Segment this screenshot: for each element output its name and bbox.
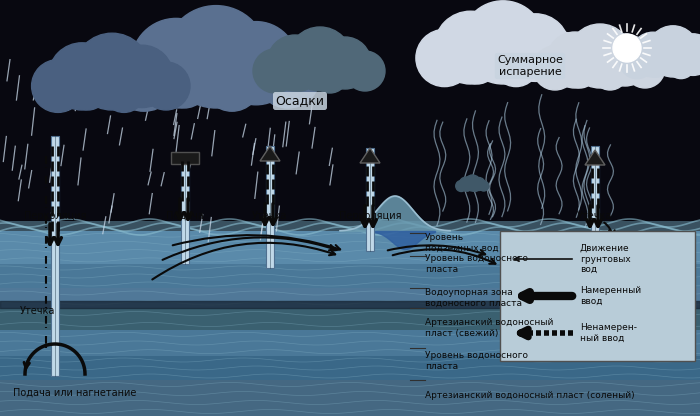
Bar [0,0,700,231]
Bar [171,152,199,164]
Circle shape [470,183,480,191]
Circle shape [620,43,654,79]
Circle shape [158,57,209,108]
Text: Утечка: Утечка [578,211,612,221]
Circle shape [693,45,700,77]
Circle shape [592,54,628,90]
Text: Перколяция: Перколяция [339,211,401,221]
Circle shape [568,24,632,88]
Circle shape [547,32,603,88]
Bar [0,380,700,416]
Circle shape [288,27,352,91]
Bar [181,154,189,264]
Circle shape [648,26,699,77]
Circle shape [214,22,298,105]
Circle shape [599,34,651,86]
Text: Утечка: Утечка [20,306,56,316]
Circle shape [461,1,545,84]
Polygon shape [360,148,380,163]
Text: Уровень
подземных вод: Уровень подземных вод [425,233,498,253]
Polygon shape [260,146,280,161]
Circle shape [312,57,348,93]
Circle shape [319,37,371,89]
Bar [0,264,700,288]
Circle shape [493,40,540,87]
Bar [0,231,700,264]
Circle shape [479,181,489,191]
Circle shape [459,177,473,191]
Text: Водоупорная зона
водоносного пласта: Водоупорная зона водоносного пласта [425,288,522,308]
Circle shape [142,62,190,110]
Circle shape [625,48,665,88]
Text: Перколяция: Перколяция [24,211,86,221]
Circle shape [613,34,641,62]
Text: Подача или нагнетание: Подача или нагнетание [13,388,137,398]
Bar [500,231,695,361]
Bar [0,308,700,330]
Circle shape [345,51,385,91]
Text: Уровень водоносного
пласта: Уровень водоносного пласта [425,351,528,371]
Text: Намеренный
ввод: Намеренный ввод [580,286,641,306]
Circle shape [48,43,116,110]
Circle shape [536,32,587,84]
Circle shape [416,30,473,87]
Bar [0,221,700,231]
Circle shape [74,33,150,110]
Circle shape [253,49,297,93]
Circle shape [644,52,670,77]
Circle shape [434,11,507,84]
Text: Подача: Подача [166,211,204,221]
Bar [0,288,700,308]
Circle shape [164,5,267,108]
Text: Артезианский водоносный
пласт (свежий): Артезианский водоносный пласт (свежий) [425,318,554,338]
Bar [51,136,59,376]
Circle shape [284,59,316,91]
Text: Артезианский водоносный пласт (соленый): Артезианский водоносный пласт (соленый) [425,391,635,401]
Circle shape [69,72,107,110]
Circle shape [203,54,261,111]
Circle shape [502,14,569,82]
Bar [0,330,700,356]
Circle shape [631,32,676,77]
Text: Ненамерен-
ный ввод: Ненамерен- ный ввод [580,323,637,343]
Text: Движение
грунтовых
вод: Движение грунтовых вод [580,244,631,274]
Circle shape [463,183,472,191]
Bar [266,146,274,268]
Bar [0,356,700,380]
Circle shape [473,178,485,191]
Circle shape [456,42,498,84]
Circle shape [102,69,146,112]
Text: Осадки: Осадки [276,94,325,107]
Polygon shape [585,150,605,165]
Text: Утечка: Утечка [252,211,288,221]
Circle shape [267,35,323,91]
Circle shape [465,175,480,191]
Circle shape [256,44,320,108]
Circle shape [533,46,577,90]
Circle shape [131,18,220,108]
Circle shape [111,45,173,108]
Circle shape [672,34,700,75]
Circle shape [456,181,467,191]
Circle shape [108,41,179,111]
Text: Суммарное
испарение: Суммарное испарение [497,55,563,77]
Text: Уровень водоносного
пласта: Уровень водоносного пласта [425,254,528,274]
Circle shape [32,59,85,112]
Circle shape [666,50,695,79]
Circle shape [564,56,596,88]
Bar [366,148,374,251]
Bar [591,146,599,261]
